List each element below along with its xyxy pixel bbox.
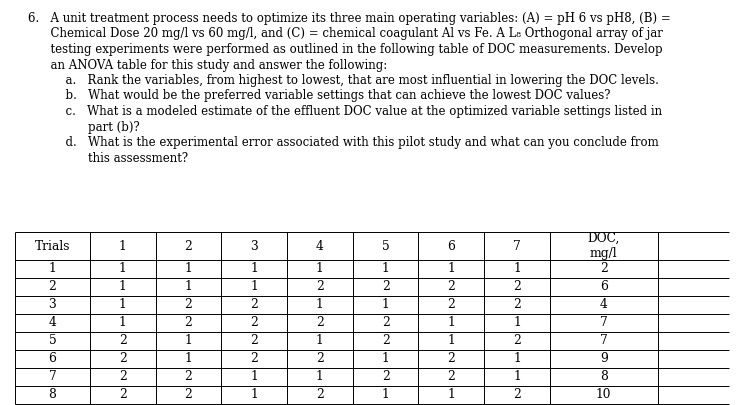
Text: 2: 2 [382,371,390,384]
Text: a.   Rank the variables, from highest to lowest, that are most influential in lo: a. Rank the variables, from highest to l… [28,74,659,87]
Text: 2: 2 [600,262,608,275]
Text: 2: 2 [382,335,390,347]
Text: 6: 6 [447,239,455,252]
Text: 1: 1 [513,352,521,365]
Text: 1: 1 [185,352,193,365]
Text: 10: 10 [596,388,612,401]
Text: 2: 2 [382,281,390,294]
Text: 1: 1 [513,262,521,275]
Text: 1: 1 [316,262,324,275]
Text: 4: 4 [600,298,608,311]
Text: 1: 1 [119,239,126,252]
Text: 2: 2 [513,388,521,401]
Text: d.   What is the experimental error associated with this pilot study and what ca: d. What is the experimental error associ… [28,136,658,149]
Text: 4: 4 [48,316,57,330]
Text: 2: 2 [513,281,521,294]
Text: 1: 1 [513,316,521,330]
Text: 1: 1 [316,335,324,347]
Text: 1: 1 [48,262,57,275]
Text: 2: 2 [316,316,324,330]
Text: 1: 1 [119,281,126,294]
Text: 2: 2 [447,371,455,384]
Text: 2: 2 [185,388,193,401]
Text: 1: 1 [447,335,455,347]
Text: 2: 2 [185,316,193,330]
Text: 3: 3 [48,298,57,311]
Text: 6.   A unit treatment process needs to optimize its three main operating variabl: 6. A unit treatment process needs to opt… [28,12,671,25]
Text: 1: 1 [316,371,324,384]
Text: 1: 1 [447,316,455,330]
Text: 1: 1 [382,388,389,401]
Text: 2: 2 [250,335,258,347]
Text: Trials: Trials [35,239,70,252]
Text: 2: 2 [316,388,324,401]
Text: 2: 2 [447,281,455,294]
Text: 2: 2 [316,352,324,365]
Text: this assessment?: this assessment? [28,151,188,164]
Text: b.   What would be the preferred variable settings that can achieve the lowest D: b. What would be the preferred variable … [28,90,611,102]
Text: 1: 1 [382,262,389,275]
Text: 2: 2 [119,352,126,365]
Text: 1: 1 [119,298,126,311]
Text: 2: 2 [119,371,126,384]
Text: 1: 1 [316,298,324,311]
Text: 2: 2 [513,298,521,311]
Text: testing experiments were performed as outlined in the following table of DOC mea: testing experiments were performed as ou… [28,43,663,56]
Text: 4: 4 [316,239,324,252]
Text: 7: 7 [600,335,608,347]
Text: 7: 7 [513,239,521,252]
Text: 2: 2 [250,316,258,330]
Text: 1: 1 [447,388,455,401]
Text: 1: 1 [513,371,521,384]
Text: 1: 1 [185,335,193,347]
Text: Chemical Dose 20 mg/l vs 60 mg/l, and (C) = chemical coagulant Al vs Fe. A L₈ Or: Chemical Dose 20 mg/l vs 60 mg/l, and (C… [28,28,663,40]
Text: 9: 9 [600,352,608,365]
Text: 2: 2 [513,335,521,347]
Text: 2: 2 [185,371,193,384]
Text: 2: 2 [447,298,455,311]
Text: 2: 2 [48,281,57,294]
Text: c.   What is a modeled estimate of the effluent DOC value at the optimized varia: c. What is a modeled estimate of the eff… [28,105,662,118]
Text: 1: 1 [447,262,455,275]
Text: 8: 8 [600,371,608,384]
Text: 2: 2 [185,298,193,311]
Text: 1: 1 [119,262,126,275]
Text: 1: 1 [185,262,193,275]
Text: 6: 6 [600,281,608,294]
Text: 2: 2 [316,281,324,294]
Text: part (b)?: part (b)? [28,121,140,134]
Text: 1: 1 [382,352,389,365]
Text: an ANOVA table for this study and answer the following:: an ANOVA table for this study and answer… [28,58,387,72]
Text: 7: 7 [48,371,57,384]
Text: 5: 5 [48,335,57,347]
Text: DOC,
mg/l: DOC, mg/l [588,232,620,260]
Text: 5: 5 [382,239,389,252]
Text: 1: 1 [250,262,258,275]
Text: 2: 2 [185,239,193,252]
Text: 7: 7 [600,316,608,330]
Text: 1: 1 [250,371,258,384]
Text: 1: 1 [119,316,126,330]
Text: 6: 6 [48,352,57,365]
Text: 2: 2 [250,298,258,311]
Text: 1: 1 [250,388,258,401]
Text: 2: 2 [447,352,455,365]
Text: 3: 3 [250,239,258,252]
Text: 8: 8 [48,388,57,401]
Text: 2: 2 [382,316,390,330]
Text: 1: 1 [250,281,258,294]
Text: 1: 1 [185,281,193,294]
Text: 1: 1 [382,298,389,311]
Text: 2: 2 [119,335,126,347]
Text: 2: 2 [119,388,126,401]
Text: 2: 2 [250,352,258,365]
